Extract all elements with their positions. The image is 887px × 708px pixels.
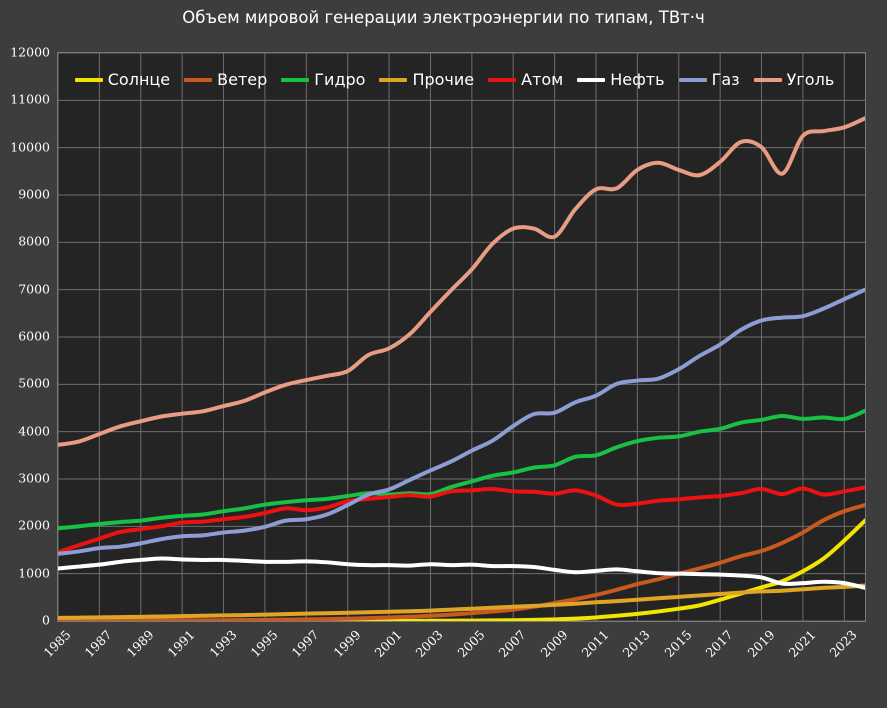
x-tick-label: 1991 [164, 627, 198, 661]
y-tick-label: 7000 [18, 281, 50, 297]
plot-area [57, 52, 866, 622]
x-tick-label: 2017 [702, 627, 736, 661]
y-tick-label: 8000 [18, 233, 50, 249]
x-tick-label: 2007 [495, 627, 529, 661]
x-tick-label: 1989 [123, 627, 157, 661]
x-tick-label: 2015 [661, 627, 695, 661]
y-tick-label: 2000 [18, 517, 50, 533]
x-tick-label: 1993 [206, 627, 240, 661]
y-tick-label: 4000 [18, 423, 50, 439]
chart-figure: Объем мировой генерации электроэнергии п… [0, 0, 866, 688]
x-tick-label: 2013 [619, 627, 653, 661]
series-line [58, 583, 865, 620]
series-line [58, 408, 865, 531]
series-line [58, 485, 865, 555]
x-tick-label: 2021 [785, 627, 819, 661]
y-tick-label: 12000 [10, 44, 50, 60]
x-tick-label: 2003 [412, 627, 447, 661]
y-tick-label: 0 [42, 612, 50, 628]
x-tick-label: 2009 [537, 627, 571, 661]
x-tick-label: 2019 [744, 627, 778, 661]
y-tick-label: 6000 [18, 328, 50, 344]
x-axis-tick-labels: 1985 1987 1989 1991 1993 1995 1997 1999 2001 2003… [41, 627, 860, 660]
series-line [58, 287, 865, 556]
x-tick-label: 1987 [81, 627, 115, 661]
x-tick-label: 2011 [578, 627, 612, 661]
series-line [58, 503, 865, 621]
x-tick-label: 2001 [371, 627, 405, 661]
y-tick-label: 1000 [18, 565, 50, 581]
y-tick-label: 10000 [10, 139, 50, 155]
x-tick-label: 1997 [288, 627, 322, 661]
series-line [58, 556, 865, 590]
y-tick-label: 5000 [18, 375, 50, 391]
chart-title: Объем мировой генерации электроэнергии п… [182, 8, 705, 27]
y-tick-label: 11000 [10, 91, 50, 107]
y-tick-label: 9000 [18, 186, 50, 202]
y-axis-tick-labels: 0 1000 2000 3000 4000 5000 6000 7000 8000 9000 100… [0, 0, 50, 688]
x-tick-label: 2023 [826, 627, 860, 661]
x-tick-label: 2005 [454, 627, 488, 661]
x-tick-label: 1995 [247, 627, 281, 661]
y-tick-label: 3000 [18, 470, 50, 486]
series-line [58, 116, 865, 447]
x-tick-label: 1999 [330, 627, 364, 661]
chart-plot-svg [58, 53, 865, 621]
